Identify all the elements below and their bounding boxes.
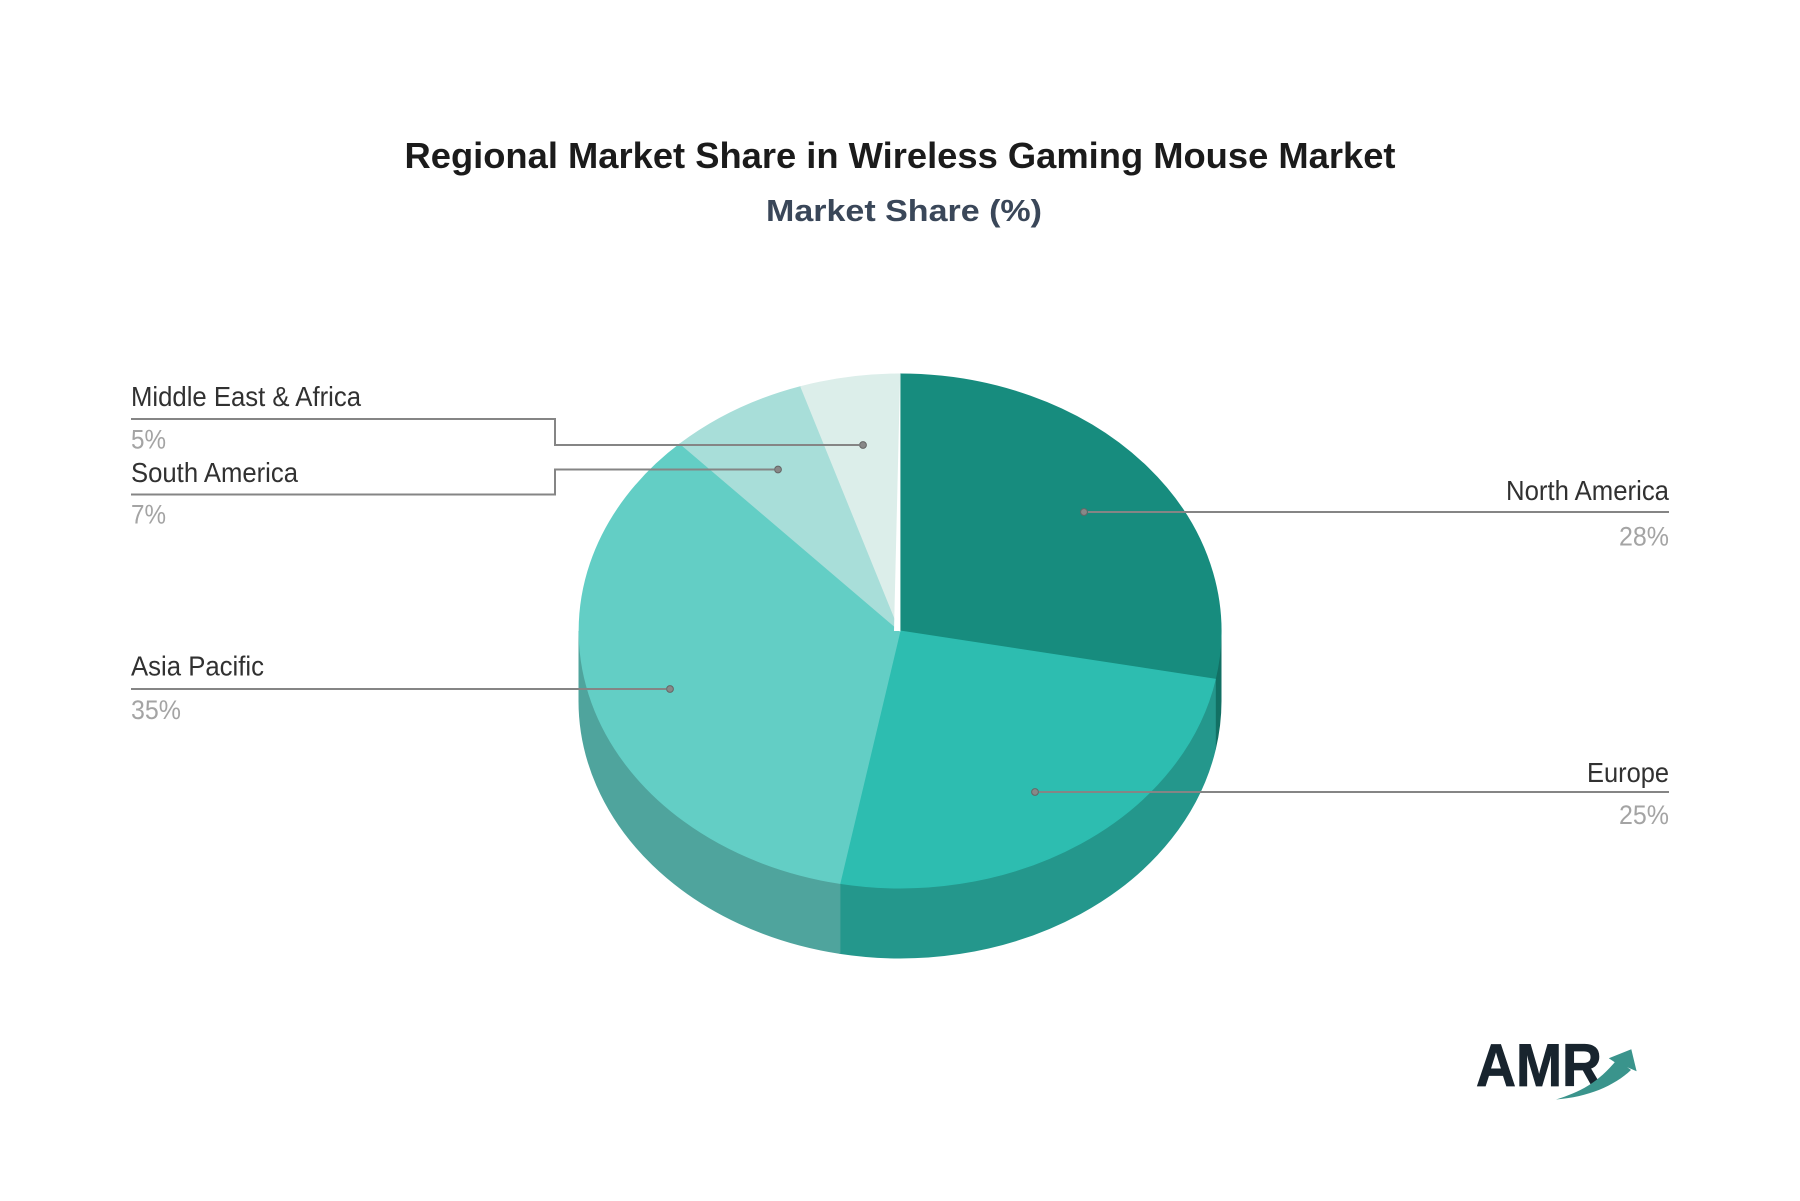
svg-text:Europe: Europe (1587, 757, 1669, 788)
svg-text:25%: 25% (1619, 800, 1669, 830)
svg-text:28%: 28% (1619, 522, 1669, 552)
svg-text:35%: 35% (131, 695, 181, 725)
svg-text:Asia Pacific: Asia Pacific (131, 651, 264, 682)
svg-text:Middle East & Africa: Middle East & Africa (131, 381, 362, 412)
svg-text:South America: South America (131, 457, 299, 488)
svg-text:Regional Market Share in Wirel: Regional Market Share in Wireless Gaming… (405, 135, 1396, 176)
svg-text:Market Share (%): Market Share (%) (766, 193, 1042, 228)
svg-text:North America: North America (1506, 475, 1670, 506)
svg-text:5%: 5% (131, 425, 166, 455)
svg-text:AMR: AMR (1476, 1032, 1602, 1099)
svg-text:7%: 7% (131, 500, 166, 530)
